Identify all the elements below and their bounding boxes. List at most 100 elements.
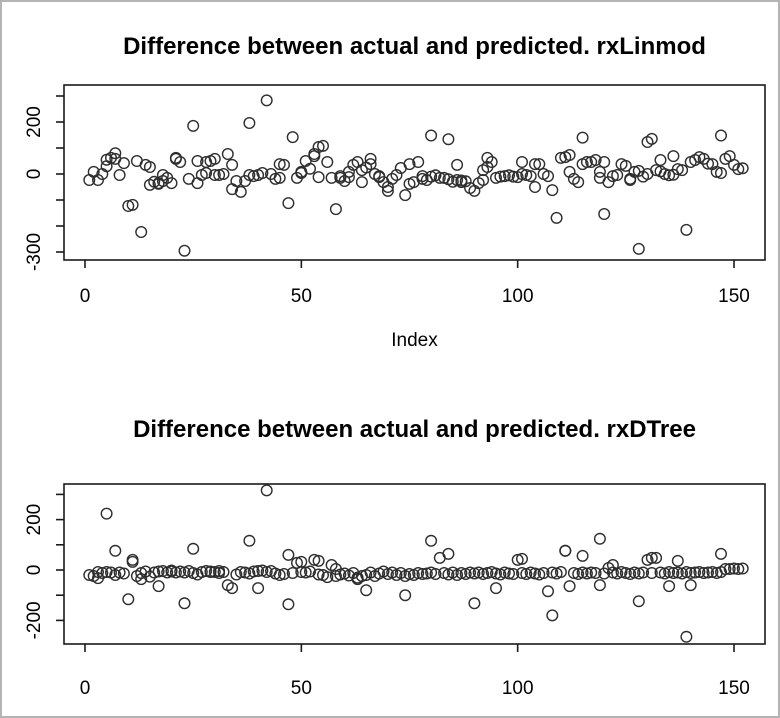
data-point: [455, 567, 468, 580]
data-point: [516, 155, 529, 168]
data-point: [269, 172, 282, 185]
data-point: [148, 566, 161, 579]
data-point: [706, 566, 719, 579]
data-point: [715, 547, 728, 560]
data-point: [576, 566, 589, 579]
data-point: [243, 534, 256, 547]
data-point: [563, 580, 576, 593]
data-point: [680, 630, 693, 643]
data-point: [529, 180, 542, 193]
y-tick-label: 200: [24, 504, 45, 536]
data-point: [632, 567, 645, 580]
data-point: [325, 559, 338, 572]
data-point: [676, 164, 689, 177]
data-point: [126, 198, 139, 211]
data-point: [178, 597, 191, 610]
data-point: [693, 566, 706, 579]
data-point: [312, 554, 325, 567]
data-point: [507, 568, 520, 581]
data-point: [684, 567, 697, 580]
data-point: [542, 170, 555, 183]
data-point: [308, 553, 321, 566]
data-point: [200, 565, 213, 578]
data-point: [260, 484, 273, 497]
data-point: [126, 553, 139, 566]
data-point: [109, 147, 122, 160]
data-point: [304, 565, 317, 578]
data-point: [252, 582, 265, 595]
data-point: [563, 148, 576, 161]
x-tick-label: 50: [291, 678, 312, 699]
data-point: [680, 223, 693, 236]
data-point: [524, 170, 537, 183]
data-point: [481, 567, 494, 580]
data-point: [433, 171, 446, 184]
data-point: [135, 225, 148, 238]
data-point: [96, 567, 109, 580]
data-point: [498, 566, 511, 579]
data-point: [611, 168, 624, 181]
data-point: [321, 571, 334, 584]
data-point: [113, 566, 126, 579]
data-point: [109, 544, 122, 557]
data-point: [122, 199, 135, 212]
data-point: [524, 566, 537, 579]
data-point: [533, 158, 546, 171]
data-point: [464, 566, 477, 579]
data-point: [234, 566, 247, 579]
data-point: [719, 563, 732, 576]
data-point: [282, 197, 295, 210]
x-tick-label: 100: [502, 678, 534, 699]
data-point: [546, 566, 559, 579]
data-point: [282, 598, 295, 611]
data-point: [329, 203, 342, 216]
data-point: [559, 544, 572, 557]
data-point: [91, 566, 104, 579]
data-point: [364, 152, 377, 165]
data-point: [117, 157, 130, 170]
data-point: [425, 129, 438, 142]
data-point: [732, 563, 745, 576]
data-point: [645, 567, 658, 580]
data-point: [546, 609, 559, 622]
linmod-x-axis-title: Index: [391, 330, 438, 351]
data-point: [490, 567, 503, 580]
data-point: [619, 159, 632, 172]
data-point: [221, 147, 234, 160]
data-point: [243, 168, 256, 181]
data-point: [113, 168, 126, 181]
data-point: [226, 158, 239, 171]
data-point: [355, 176, 368, 189]
data-point: [667, 567, 680, 580]
data-point: [169, 566, 182, 579]
y-tick-label: -200: [24, 601, 45, 639]
data-point: [312, 171, 325, 184]
data-point: [593, 165, 606, 178]
data-point: [728, 562, 741, 575]
linmod-chart-title: Difference between actual and predicted.…: [123, 33, 706, 60]
data-point: [477, 173, 490, 186]
data-point: [503, 567, 516, 580]
data-point: [100, 507, 113, 520]
data-point: [529, 567, 542, 580]
data-point: [399, 589, 412, 602]
data-point: [299, 566, 312, 579]
data-point: [217, 167, 230, 180]
data-point: [312, 568, 325, 581]
data-point: [537, 567, 550, 580]
data-point: [256, 166, 269, 179]
data-point: [282, 548, 295, 561]
data-point: [576, 131, 589, 144]
data-point: [554, 566, 567, 579]
data-point: [529, 158, 542, 171]
data-point: [715, 129, 728, 142]
data-point: [637, 566, 650, 579]
data-point: [230, 174, 243, 187]
data-point: [260, 566, 273, 579]
data-point: [304, 162, 317, 175]
data-point: [152, 580, 165, 593]
data-point: [442, 133, 455, 146]
data-point: [208, 168, 221, 181]
data-point: [477, 568, 490, 581]
